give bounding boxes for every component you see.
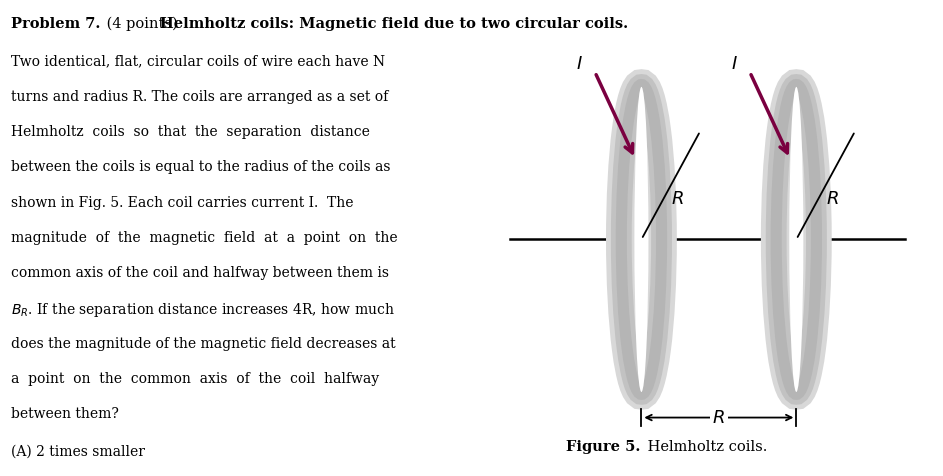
Text: $R$: $R$ (825, 190, 838, 208)
Text: shown in Fig. 5. Each coil carries current I.  The: shown in Fig. 5. Each coil carries curre… (11, 196, 354, 209)
Text: (4 points): (4 points) (102, 17, 182, 31)
Text: Helmholtz coils.: Helmholtz coils. (643, 440, 768, 454)
Text: turns and radius R. The coils are arranged as a set of: turns and radius R. The coils are arrang… (11, 90, 389, 104)
Text: $I$: $I$ (576, 55, 583, 73)
Text: does the magnitude of the magnetic field decreases at: does the magnitude of the magnetic field… (11, 337, 396, 350)
Text: $B_R$. If the separation distance increases 4R, how much: $B_R$. If the separation distance increa… (11, 301, 395, 319)
Text: a  point  on  the  common  axis  of  the  coil  halfway: a point on the common axis of the coil h… (11, 372, 379, 386)
Text: $R$: $R$ (670, 190, 684, 208)
Text: $I$: $I$ (731, 55, 737, 73)
Text: (A) 2 times smaller: (A) 2 times smaller (11, 445, 145, 458)
Text: Two identical, flat, circular coils of wire each have N: Two identical, flat, circular coils of w… (11, 55, 386, 69)
Text: Helmholtz  coils  so  that  the  separation  distance: Helmholtz coils so that the separation d… (11, 125, 371, 139)
Text: between the coils is equal to the radius of the coils as: between the coils is equal to the radius… (11, 160, 390, 174)
Text: Figure 5.: Figure 5. (566, 440, 640, 454)
Text: $R$: $R$ (713, 408, 725, 426)
Text: common axis of the coil and halfway between them is: common axis of the coil and halfway betw… (11, 266, 389, 280)
Text: magnitude  of  the  magnetic  field  at  a  point  on  the: magnitude of the magnetic field at a poi… (11, 231, 398, 245)
Ellipse shape (789, 87, 803, 392)
Ellipse shape (635, 87, 649, 392)
Text: between them?: between them? (11, 407, 119, 421)
Text: Helmholtz coils: Magnetic field due to two circular coils.: Helmholtz coils: Magnetic field due to t… (160, 17, 628, 30)
Text: Problem 7.: Problem 7. (11, 17, 101, 30)
